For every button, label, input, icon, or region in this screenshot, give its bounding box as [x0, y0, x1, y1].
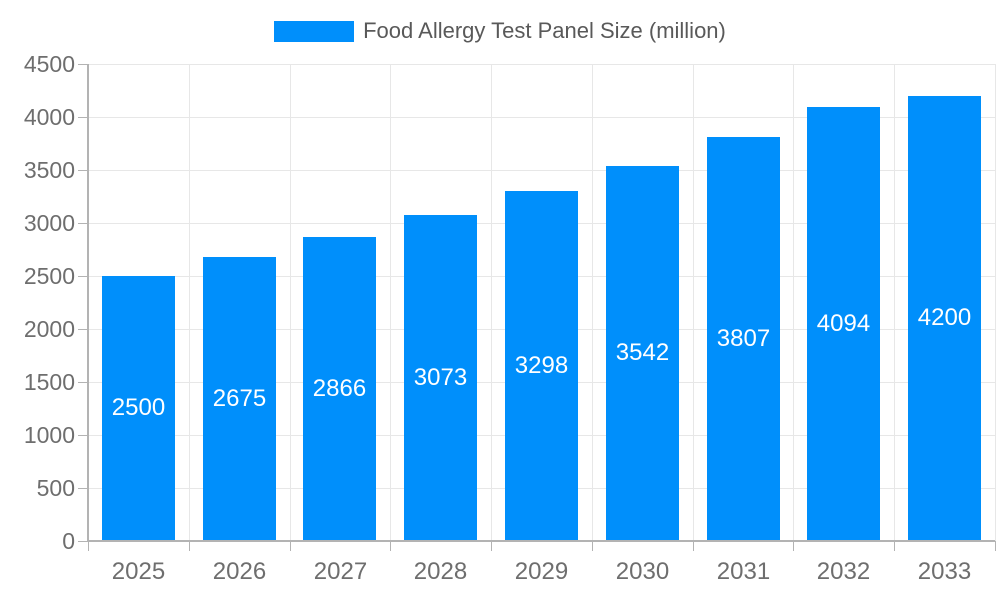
bar[interactable]: 2866 — [303, 237, 376, 540]
y-axis-tick — [78, 329, 88, 330]
y-gridline — [88, 170, 995, 171]
bar-value-label: 3542 — [615, 339, 670, 366]
y-axis-tick — [78, 223, 88, 224]
y-axis-tick — [78, 170, 88, 171]
x-gridline — [592, 64, 593, 541]
bar[interactable]: 4094 — [807, 107, 880, 540]
x-axis-line — [88, 540, 995, 542]
y-axis-label: 4000 — [23, 104, 75, 130]
y-axis-tick — [78, 541, 88, 542]
x-axis-label: 2033 — [917, 558, 972, 585]
x-axis-tick — [390, 541, 391, 551]
x-gridline — [894, 64, 895, 541]
y-axis-tick — [78, 276, 88, 277]
x-axis-label: 2027 — [313, 558, 368, 585]
x-axis-tick — [894, 541, 895, 551]
x-gridline — [189, 64, 190, 541]
y-axis-label: 4500 — [23, 51, 75, 77]
bar-value-label: 2675 — [212, 384, 267, 412]
y-axis-label: 2000 — [23, 316, 75, 342]
x-axis-tick — [693, 541, 694, 551]
x-axis-label: 2025 — [111, 558, 166, 585]
bar-value-label: 3807 — [716, 324, 771, 352]
x-axis-tick — [793, 541, 794, 551]
x-gridline — [491, 64, 492, 541]
x-gridline — [390, 64, 391, 541]
y-axis-label: 1500 — [23, 369, 75, 395]
y-axis-line — [87, 64, 89, 541]
bar-value-label: 2500 — [111, 394, 166, 421]
y-gridline — [88, 64, 995, 65]
y-gridline — [88, 117, 995, 118]
x-gridline — [995, 64, 996, 541]
x-axis-label: 2026 — [212, 558, 267, 585]
bar-value-label: 2866 — [312, 374, 367, 402]
y-axis-tick — [78, 382, 88, 383]
bar-value-label: 4200 — [917, 304, 972, 331]
y-axis-label: 0 — [62, 528, 75, 554]
x-axis-tick — [592, 541, 593, 551]
bar[interactable]: 3298 — [505, 191, 578, 540]
bar[interactable]: 2500 — [102, 276, 175, 540]
x-axis-tick — [491, 541, 492, 551]
x-axis-label: 2028 — [413, 558, 468, 585]
bar[interactable]: 3807 — [707, 137, 780, 540]
x-axis-tick — [290, 541, 291, 551]
legend-marker — [274, 20, 355, 42]
y-axis-label: 1000 — [23, 422, 75, 448]
x-axis-tick — [88, 541, 89, 551]
x-axis-tick — [189, 541, 190, 551]
chart-legend[interactable]: Food Allergy Test Panel Size (million) — [0, 18, 1000, 44]
x-gridline — [693, 64, 694, 541]
x-gridline — [290, 64, 291, 541]
y-axis-tick — [78, 488, 88, 489]
x-axis-tick — [995, 541, 996, 551]
legend-label: Food Allergy Test Panel Size (million) — [363, 18, 726, 43]
y-axis-tick — [78, 435, 88, 436]
y-axis-tick — [78, 64, 88, 65]
bar[interactable]: 4200 — [908, 96, 981, 540]
x-axis-label: 2029 — [514, 558, 569, 585]
bar[interactable]: 2675 — [203, 257, 276, 540]
x-gridline — [793, 64, 794, 541]
y-axis-tick — [78, 117, 88, 118]
x-axis-label: 2032 — [816, 558, 871, 585]
y-axis-label: 2500 — [23, 263, 75, 289]
bar[interactable]: 3073 — [404, 215, 477, 540]
x-axis-label: 2031 — [716, 558, 771, 585]
bar[interactable]: 3542 — [606, 166, 679, 540]
x-axis-label: 2030 — [615, 558, 670, 585]
bar-value-label: 3298 — [514, 351, 569, 379]
y-axis-label: 3500 — [23, 157, 75, 183]
y-axis-label: 500 — [36, 475, 75, 501]
y-axis-label: 3000 — [23, 210, 75, 236]
bar-value-label: 3073 — [413, 363, 468, 391]
bar-value-label: 4094 — [816, 309, 871, 337]
